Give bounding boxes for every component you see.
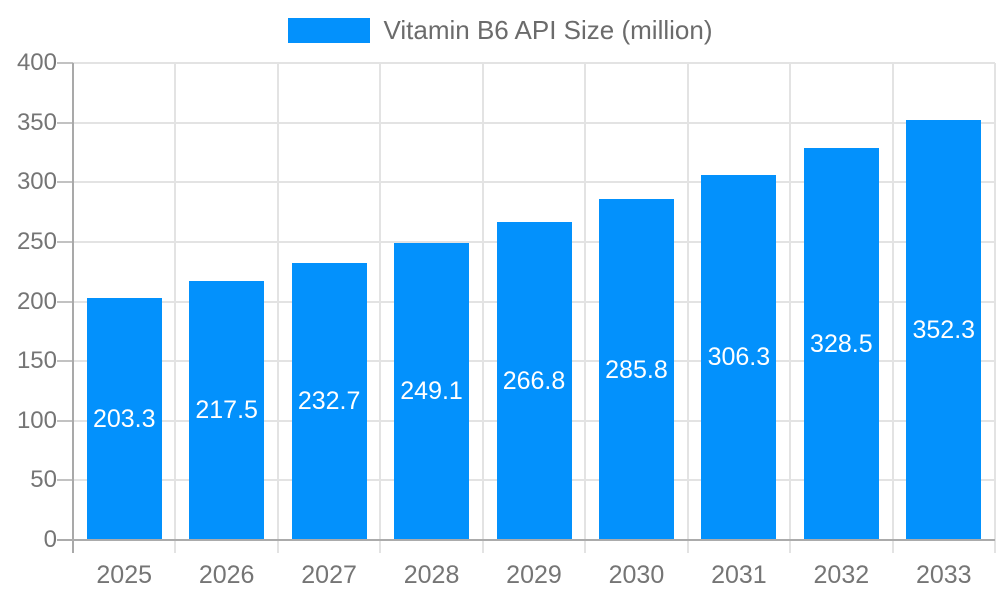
gridline-x-4 bbox=[481, 63, 484, 553]
gridline-x-3 bbox=[379, 63, 382, 553]
x-axis-label-2025: 2025 bbox=[96, 561, 153, 589]
gridline-y-400 bbox=[73, 62, 995, 64]
x-axis-label-2030: 2030 bbox=[608, 561, 665, 589]
bar-2028 bbox=[394, 242, 470, 540]
bar-2033 bbox=[906, 119, 982, 540]
x-axis-baseline bbox=[57, 539, 995, 541]
bar-value-label: 203.3 bbox=[92, 404, 156, 433]
bar-value-label: 306.3 bbox=[707, 343, 771, 372]
x-axis-label-2026: 2026 bbox=[198, 561, 255, 589]
y-axis-label: 350 bbox=[16, 108, 57, 136]
y-axis-label: 150 bbox=[16, 347, 57, 375]
gridline-x-7 bbox=[789, 63, 792, 553]
y-tick-50 bbox=[57, 479, 73, 482]
bar-2026 bbox=[189, 280, 265, 540]
gridline-x-5 bbox=[584, 63, 587, 553]
y-tick-400 bbox=[57, 62, 73, 64]
y-tick-250 bbox=[57, 240, 73, 243]
bar-2032 bbox=[803, 148, 879, 540]
bar-value-label: 328.5 bbox=[810, 330, 873, 359]
x-axis-label-2027: 2027 bbox=[301, 561, 357, 589]
gridline-y-300 bbox=[73, 181, 995, 184]
y-axis-label: 300 bbox=[16, 168, 57, 196]
legend: Vitamin B6 API Size (million) bbox=[0, 16, 1000, 44]
x-axis-label-2032: 2032 bbox=[813, 561, 870, 589]
gridline-x-9 bbox=[994, 63, 996, 553]
bar-value-label: 352.3 bbox=[912, 315, 976, 344]
y-axis-label: 0 bbox=[43, 526, 57, 553]
y-axis-label: 200 bbox=[16, 287, 57, 315]
legend-label: Vitamin B6 API Size (million) bbox=[383, 15, 713, 45]
bar-value-label: 249.1 bbox=[400, 377, 463, 406]
gridline-x-8 bbox=[891, 63, 894, 553]
x-axis-label-2029: 2029 bbox=[506, 561, 562, 589]
bar-2029 bbox=[496, 221, 572, 540]
y-axis-label: 400 bbox=[16, 49, 57, 76]
y-tick-100 bbox=[57, 419, 73, 422]
y-axis-line bbox=[72, 63, 74, 553]
y-axis-label: 100 bbox=[16, 406, 57, 434]
bar-2031 bbox=[701, 174, 777, 540]
bar-2030 bbox=[598, 199, 674, 540]
y-axis-label: 250 bbox=[16, 227, 57, 255]
x-axis-label-2033: 2033 bbox=[915, 561, 972, 589]
bar-2027 bbox=[291, 262, 367, 540]
gridline-x-1 bbox=[174, 63, 177, 553]
y-tick-200 bbox=[57, 300, 73, 303]
y-tick-350 bbox=[57, 121, 73, 124]
gridline-x-2 bbox=[276, 63, 279, 553]
x-axis-label-2028: 2028 bbox=[403, 561, 460, 589]
bar-2025 bbox=[86, 297, 162, 540]
bar-value-label: 232.7 bbox=[297, 387, 361, 416]
gridline-x-6 bbox=[686, 63, 689, 553]
bar-value-label: 266.8 bbox=[502, 366, 566, 395]
bar-value-label: 285.8 bbox=[605, 355, 668, 384]
y-axis-label: 50 bbox=[30, 466, 57, 494]
legend-swatch bbox=[287, 17, 370, 43]
y-tick-150 bbox=[57, 360, 73, 363]
gridline-y-350 bbox=[73, 121, 995, 124]
bar-value-label: 217.5 bbox=[195, 396, 258, 425]
x-axis-label-2031: 2031 bbox=[711, 561, 767, 589]
y-tick-300 bbox=[57, 181, 73, 184]
